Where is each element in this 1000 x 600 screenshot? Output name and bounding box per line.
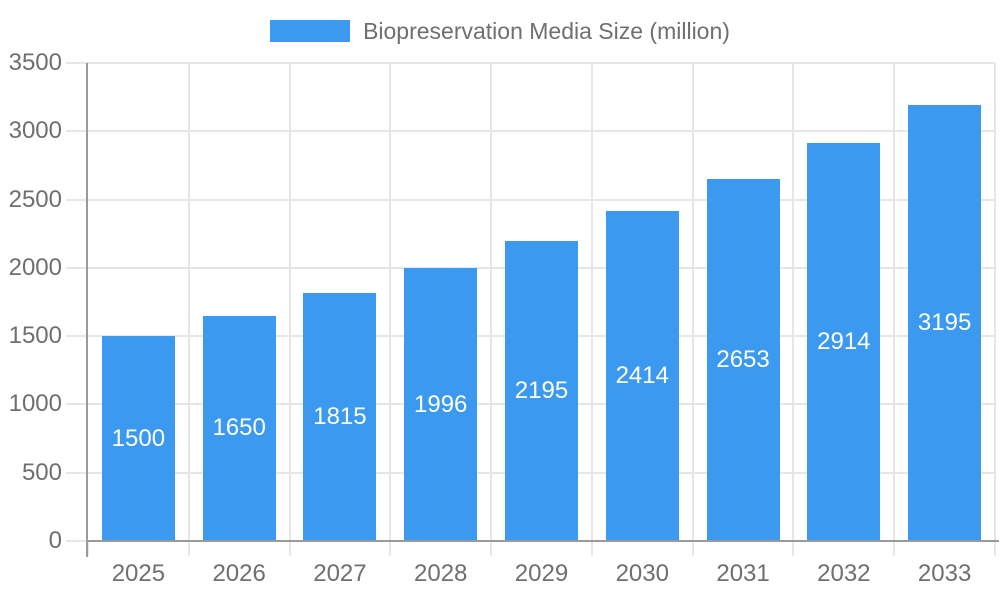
x-gridline <box>389 63 392 541</box>
x-gridline <box>994 63 996 541</box>
x-gridline <box>490 63 493 541</box>
bar[interactable] <box>202 315 276 541</box>
y-axis-tick-label: 1500 <box>8 322 62 350</box>
bar-value-label: 2195 <box>514 377 569 405</box>
bar-value-label: 2414 <box>615 362 669 390</box>
x-gridline <box>288 63 291 541</box>
x-axis-tick-label: 2029 <box>514 560 569 587</box>
bar-value-label: 1650 <box>212 414 266 442</box>
y-axis-tick-label: 3500 <box>8 49 62 76</box>
x-axis-tick-label: 2032 <box>817 560 871 587</box>
bar[interactable] <box>404 268 478 541</box>
bar[interactable] <box>101 336 175 541</box>
y-axis-tick-label: 2500 <box>8 185 62 213</box>
bar-value-label: 2653 <box>716 345 770 373</box>
bar-value-label: 3195 <box>917 308 972 336</box>
x-axis-tick <box>893 541 896 556</box>
y-gridline <box>88 62 995 64</box>
x-gridline <box>691 63 694 541</box>
legend-label: Biopreservation Media Size (million) <box>363 17 730 44</box>
x-axis-tick-label: 2027 <box>313 560 367 587</box>
x-axis-tick <box>87 541 89 556</box>
y-axis-tick <box>66 540 88 542</box>
bar[interactable] <box>908 104 982 541</box>
bar[interactable] <box>706 178 780 541</box>
x-axis-tick <box>187 541 190 556</box>
legend-swatch <box>270 20 351 42</box>
y-axis-tick <box>66 335 88 338</box>
y-axis-tick-label: 3000 <box>8 117 62 145</box>
y-axis-tick <box>66 266 88 269</box>
y-axis-tick-label: 500 <box>21 458 62 486</box>
x-axis-tick-label: 2026 <box>212 560 266 587</box>
y-axis-tick <box>66 471 88 474</box>
x-gridline <box>792 63 795 541</box>
x-axis-tick <box>994 541 996 556</box>
x-axis-tick <box>288 541 291 556</box>
y-axis-tick-label: 1000 <box>8 390 62 418</box>
x-axis-tick-label: 2030 <box>615 560 669 587</box>
y-axis-tick <box>66 198 88 201</box>
y-axis-tick-label: 0 <box>48 527 62 554</box>
bar[interactable] <box>807 143 881 541</box>
y-axis-tick <box>66 130 88 133</box>
bar-value-label: 1996 <box>414 390 468 418</box>
x-axis-tick <box>691 541 694 556</box>
bar[interactable] <box>605 211 679 541</box>
x-axis-tick-label: 2033 <box>917 560 972 587</box>
x-axis-tick <box>792 541 795 556</box>
x-axis-tick <box>490 541 493 556</box>
bar-value-label: 1500 <box>111 424 166 452</box>
x-gridline <box>590 63 593 541</box>
y-axis-tick-label: 2000 <box>8 253 62 281</box>
legend[interactable]: Biopreservation Media Size (million) <box>0 16 1000 46</box>
x-gridline <box>187 63 190 541</box>
y-axis-tick <box>66 403 88 406</box>
x-axis-tick-label: 2028 <box>414 560 468 587</box>
y-gridline <box>88 130 995 133</box>
y-axis-line <box>86 63 88 557</box>
y-axis-tick <box>66 62 88 64</box>
x-gridline <box>893 63 896 541</box>
bar-value-label: 1815 <box>313 403 367 431</box>
x-axis-tick <box>590 541 593 556</box>
x-axis-line <box>86 540 999 542</box>
y-gridline <box>88 198 995 201</box>
bar[interactable] <box>505 241 578 541</box>
x-axis-tick <box>389 541 392 556</box>
x-axis-tick-label: 2031 <box>716 560 770 587</box>
bar[interactable] <box>303 293 377 541</box>
bar-value-label: 2914 <box>817 328 871 355</box>
x-axis-tick-label: 2025 <box>111 560 166 587</box>
